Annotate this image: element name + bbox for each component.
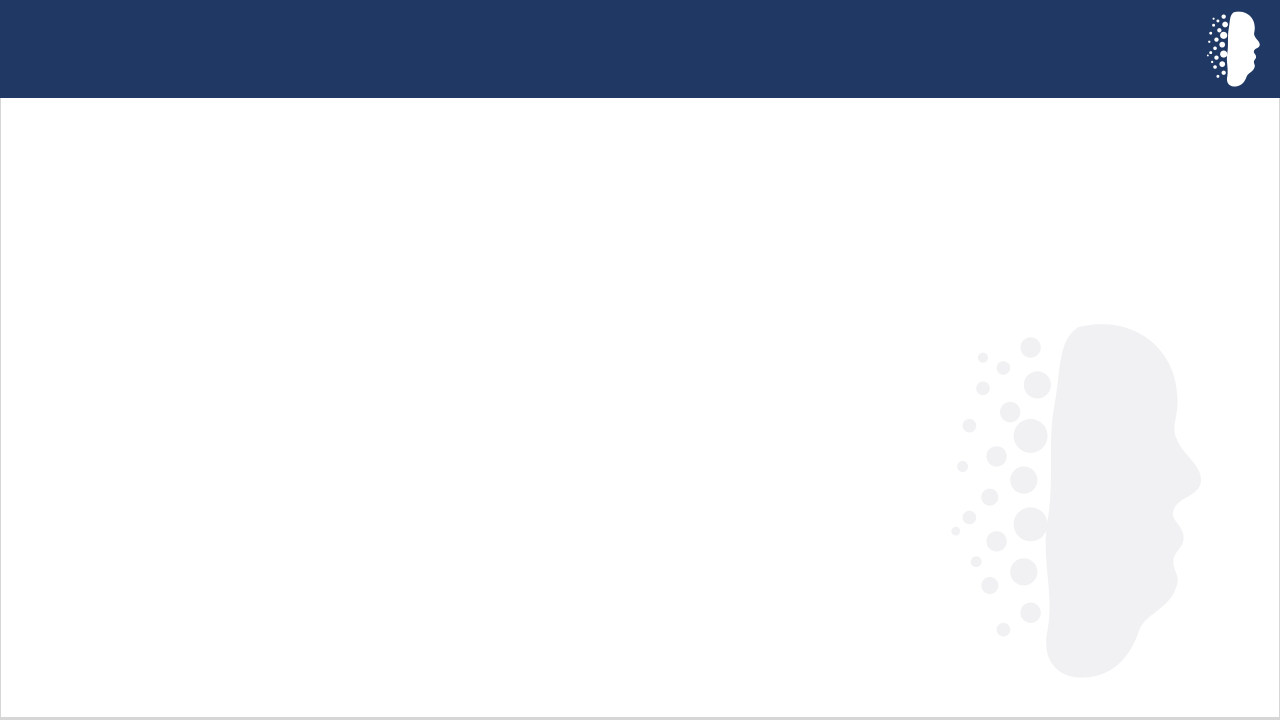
header-bar: [0, 0, 1280, 98]
wiseguy-logo: [1190, 7, 1264, 91]
chart-area: [0, 98, 1280, 720]
wiseguy-head-icon: [1192, 7, 1264, 91]
